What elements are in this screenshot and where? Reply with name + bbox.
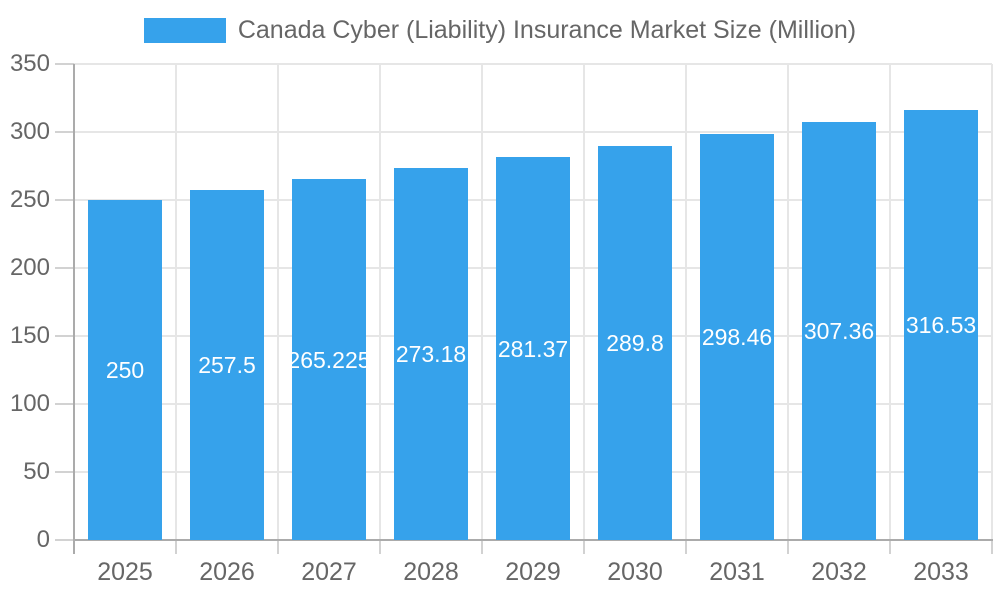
ytick-label: 250 <box>9 186 50 213</box>
xtick-label-2030: 2030 <box>607 558 663 586</box>
xtick-mark <box>379 540 381 554</box>
xtick-mark <box>991 540 993 554</box>
ytick-mark <box>55 199 74 201</box>
ytick-mark <box>55 471 74 473</box>
gridline-x <box>379 64 381 540</box>
x-axis-line <box>73 539 993 541</box>
ytick-label: 100 <box>9 390 50 417</box>
ytick-mark <box>55 539 74 541</box>
y-axis-line <box>73 64 75 554</box>
bar-value-label-2026: 257.5 <box>198 351 256 378</box>
bar-2027[interactable] <box>292 179 366 540</box>
bar-value-label-2030: 289.8 <box>606 329 664 356</box>
legend[interactable]: Canada Cyber (Liability) Insurance Marke… <box>0 16 1000 44</box>
bar-2029[interactable] <box>496 157 570 540</box>
bar-value-label-2025: 250 <box>105 357 145 383</box>
ytick-label: 350 <box>9 50 50 77</box>
bar-value-label-2028: 273.18 <box>395 341 467 368</box>
bar-2028[interactable] <box>394 168 468 540</box>
bar-2030[interactable] <box>598 145 672 540</box>
ytick-label: 150 <box>9 322 50 349</box>
gridline-x <box>583 64 585 540</box>
ytick-mark <box>55 63 74 65</box>
legend-label: Canada Cyber (Liability) Insurance Marke… <box>237 16 857 44</box>
ytick-mark <box>55 131 74 133</box>
xtick-label-2027: 2027 <box>301 558 357 586</box>
gridline-x <box>889 64 891 540</box>
gridline-x <box>175 64 177 540</box>
gridline-x <box>685 64 687 540</box>
gridline-x <box>787 64 789 540</box>
gridline-y <box>74 131 992 133</box>
gridline-y <box>74 63 992 65</box>
bar-2025[interactable] <box>88 200 162 540</box>
bar-value-label-2033: 316.53 <box>905 311 977 338</box>
ytick-label: 50 <box>23 458 50 485</box>
gridline-x <box>991 64 993 540</box>
xtick-mark <box>889 540 891 554</box>
xtick-mark <box>787 540 789 554</box>
xtick-label-2032: 2032 <box>811 558 867 586</box>
ytick-mark <box>55 335 74 337</box>
ytick-label: 300 <box>9 118 50 145</box>
ytick-label: 0 <box>36 526 50 553</box>
bar-2026[interactable] <box>190 189 264 540</box>
xtick-mark <box>685 540 687 554</box>
xtick-mark <box>481 540 483 554</box>
xtick-label-2033: 2033 <box>913 558 969 586</box>
gridline-x <box>277 64 279 540</box>
gridline-x <box>481 64 483 540</box>
ytick-label: 200 <box>9 254 50 281</box>
xtick-label-2025: 2025 <box>97 558 153 586</box>
bar-value-label-2031: 298.46 <box>701 324 773 351</box>
bar-value-label-2032: 307.36 <box>803 317 875 344</box>
bar-2033[interactable] <box>904 109 978 540</box>
xtick-label-2028: 2028 <box>403 558 459 586</box>
ytick-mark <box>55 403 74 405</box>
xtick-mark <box>583 540 585 554</box>
bar-value-label-2027: 265.225 <box>287 346 371 373</box>
bar-2031[interactable] <box>700 134 774 540</box>
xtick-label-2029: 2029 <box>505 558 561 586</box>
xtick-label-2026: 2026 <box>199 558 255 586</box>
xtick-mark <box>175 540 177 554</box>
xtick-mark <box>277 540 279 554</box>
bar-2032[interactable] <box>802 121 876 540</box>
legend-swatch <box>143 17 226 43</box>
xtick-label-2031: 2031 <box>709 558 765 586</box>
bar-value-label-2029: 281.37 <box>497 335 569 362</box>
ytick-mark <box>55 267 74 269</box>
